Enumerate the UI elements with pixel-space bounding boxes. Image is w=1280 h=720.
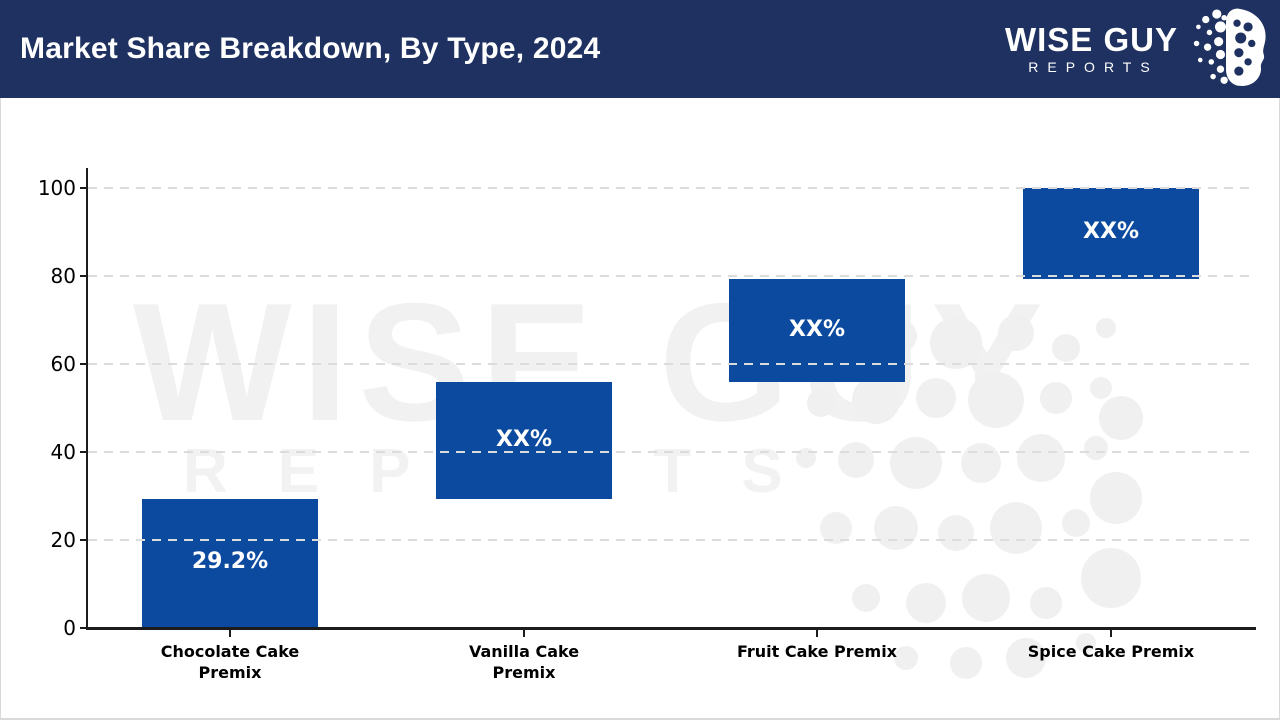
x-tick-spice-cake-premix xyxy=(1110,629,1112,637)
x-axis-label-fruit-cake-premix: Fruit Cake Premix xyxy=(697,641,937,662)
bar-value-label: XX% xyxy=(1083,219,1139,245)
logo-subtext: REPORTS xyxy=(1028,59,1159,75)
gridline-20 xyxy=(88,538,1255,541)
logo-head-icon xyxy=(1193,8,1266,87)
x-axis-label-line: Chocolate Cake xyxy=(160,641,300,661)
x-axis-label-line: Vanilla Cake xyxy=(468,641,580,661)
y-tick-100 xyxy=(80,186,88,189)
x-axis xyxy=(86,626,1256,630)
bar-value-label: 29.2% xyxy=(191,549,269,575)
gridline-100 xyxy=(88,186,1255,189)
y-tick-label-0: 0 xyxy=(63,615,76,640)
x-axis-label-chocolate-cake-premix: Chocolate Cake Premix xyxy=(110,641,350,683)
y-tick-0 xyxy=(80,626,88,629)
gridline-60 xyxy=(88,362,1255,365)
logo: WISE GUY REPORTS xyxy=(1005,0,1272,98)
y-tick-20 xyxy=(80,538,88,541)
y-tick-80 xyxy=(80,274,88,277)
y-axis xyxy=(86,168,88,630)
bar-value-label: XX% xyxy=(496,426,552,452)
bar-chocolate-cake-premix xyxy=(142,499,318,628)
y-tick-label-80: 80 xyxy=(50,263,76,288)
gridline-80 xyxy=(88,274,1255,277)
gridline-40 xyxy=(88,450,1255,453)
x-axis-label-line: Fruit Cake Premix xyxy=(736,641,897,661)
header-bar: Market Share Breakdown, By Type, 2024 WI… xyxy=(0,0,1280,98)
y-tick-label-100: 100 xyxy=(37,175,76,200)
y-tick-label-60: 60 xyxy=(50,351,76,376)
page-title: Market Share Breakdown, By Type, 2024 xyxy=(20,32,601,65)
bar-value-label: XX% xyxy=(789,316,845,342)
y-tick-60 xyxy=(80,362,88,365)
y-tick-label-40: 40 xyxy=(50,439,76,464)
bar-fruit-cake-premix xyxy=(729,279,905,382)
x-axis-label-line: Spice Cake Premix xyxy=(1027,641,1195,661)
bar-vanilla-cake-premix xyxy=(436,381,612,499)
x-tick-fruit-cake-premix xyxy=(816,629,818,637)
logo-text: WISE GUY REPORTS xyxy=(1004,21,1178,76)
logo-wordmark: WISE GUY xyxy=(1004,21,1178,58)
x-axis-label-vanilla-cake-premix: Vanilla Cake Premix xyxy=(404,641,644,683)
x-tick-chocolate-cake-premix xyxy=(229,629,231,637)
x-axis-label-spice-cake-premix: Spice Cake Premix xyxy=(991,641,1231,662)
x-axis-label-line: Premix xyxy=(492,662,556,682)
x-axis-label-line: Premix xyxy=(198,662,262,682)
x-tick-vanilla-cake-premix xyxy=(523,629,525,637)
bar-spice-cake-premix xyxy=(1023,187,1199,280)
y-tick-label-20: 20 xyxy=(50,527,76,552)
y-tick-40 xyxy=(80,450,88,453)
